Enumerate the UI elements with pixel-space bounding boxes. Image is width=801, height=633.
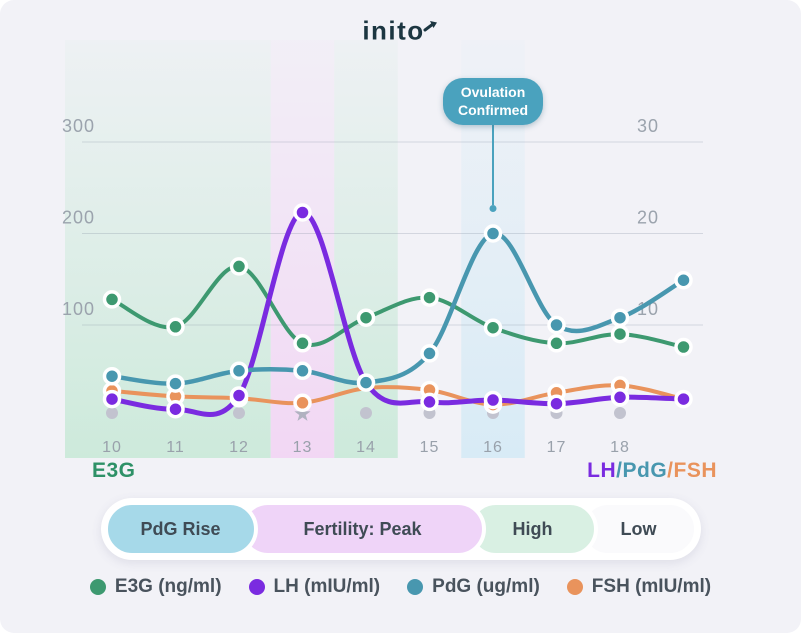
legend-item-pdg: PdG (ug/ml) (407, 576, 540, 598)
legend-label-fsh: FSH (mIU/ml) (591, 576, 712, 597)
data-point-pdg-day-18 (610, 308, 630, 327)
fsh-dot-icon (566, 579, 583, 595)
right-label-pdg: PdG (622, 459, 668, 482)
x-axis-tick-day-16: 16 (483, 439, 503, 456)
data-point-lh-day-15 (420, 392, 439, 412)
pill-fertility-peak: Fertility: Peak (239, 501, 486, 557)
data-point-pdg-day-14 (356, 373, 376, 392)
data-point-pdg-day-17 (547, 315, 566, 335)
legend-item-fsh: FSH (mIU/ml) (566, 576, 712, 598)
data-point-pdg-day-11 (166, 374, 185, 393)
data-point-e3g-day-10 (102, 290, 122, 309)
data-point-pdg-day-10 (102, 366, 122, 386)
chart-legend: E3G (ng/ml) LH (mIU/ml) PdG (ug/ml) FSH … (0, 576, 801, 598)
test-marker-dot-day-12 (233, 407, 245, 419)
fertility-status-pills: PdG Rise Fertility: Peak High Low (100, 498, 701, 560)
data-point-lh-day-18 (610, 388, 630, 407)
band-high (334, 40, 398, 458)
data-point-e3g-day-14 (356, 308, 376, 327)
e3g-dot-icon (89, 579, 106, 595)
right-label-slash1: / (616, 459, 623, 482)
data-point-e3g-day-12 (229, 257, 249, 276)
legend-label-lh: LH (mIU/ml) (273, 576, 381, 597)
data-point-e3g-day-11 (166, 317, 185, 337)
data-point-pdg-day-13 (293, 361, 312, 381)
lh-dot-icon (248, 579, 265, 595)
badge-line2: Confirmed (458, 101, 528, 118)
legend-label-e3g: E3G (ng/ml) (114, 576, 222, 597)
right-label-slash2: / (667, 459, 674, 482)
test-marker-dot-day-14 (360, 407, 372, 419)
data-point-e3g-day-15 (420, 288, 439, 307)
badge-line1: Ovulation (460, 84, 526, 100)
ovulation-confirmed-badge: Ovulation Confirmed (443, 78, 543, 125)
annotation-pointer-dot (489, 205, 497, 212)
x-axis-tick-day-15: 15 (420, 439, 440, 456)
data-point-e3g-day-19 (674, 337, 693, 357)
right-axis-tick-20: 20 (637, 208, 659, 228)
data-point-lh-day-19 (674, 389, 693, 409)
data-point-e3g-day-18 (610, 324, 630, 344)
x-axis-tick-day-14: 14 (356, 439, 376, 456)
x-axis-tick-day-13: 13 (293, 439, 313, 456)
test-marker-dot-day-10 (106, 407, 118, 419)
peak-day-star-icon (294, 405, 311, 421)
left-axis-tick-300: 300 (62, 116, 95, 136)
x-axis-tick-day-12: 12 (229, 439, 249, 456)
pill-low: Low (579, 501, 698, 557)
data-point-pdg-day-19 (674, 270, 693, 290)
right-label-lh: LH (587, 459, 617, 482)
data-point-e3g-day-17 (547, 334, 566, 353)
series-line-fsh (110, 383, 686, 407)
legend-item-e3g: E3G (ng/ml) (89, 576, 222, 598)
x-axis-tick-day-18: 18 (610, 439, 630, 456)
data-point-pdg-day-15 (420, 344, 439, 363)
data-point-pdg-day-12 (229, 361, 249, 381)
data-point-lh-day-10 (102, 389, 122, 409)
data-point-lh-day-11 (166, 399, 185, 419)
pill-pdg-rise: PdG Rise (103, 501, 258, 557)
data-point-pdg-day-16 (483, 224, 503, 243)
pdg-dot-icon (407, 579, 424, 595)
legend-label-pdg: PdG (ug/ml) (432, 576, 540, 597)
x-axis-tick-day-10: 10 (102, 439, 122, 456)
data-point-lh-day-16 (483, 390, 503, 410)
data-point-e3g-day-16 (483, 318, 503, 337)
right-axis-series-label: LH/PdG/FSH (587, 459, 717, 483)
x-axis-tick-day-17: 17 (547, 439, 567, 456)
pill-high: High (467, 501, 598, 557)
data-point-fsh-day-13 (293, 393, 312, 413)
data-point-lh-day-13 (293, 203, 312, 222)
right-label-fsh: FSH (673, 459, 717, 482)
series-line-e3g (110, 264, 686, 349)
data-point-e3g-day-13 (293, 334, 312, 353)
logo-needle-icon (423, 21, 437, 32)
x-axis-tick-day-11: 11 (166, 439, 185, 456)
left-axis-tick-200: 200 (62, 208, 95, 228)
left-axis-tick-100: 100 (62, 299, 95, 319)
data-point-lh-day-12 (229, 386, 249, 405)
test-marker-dot-day-18 (614, 407, 626, 419)
right-axis-tick-30: 30 (637, 116, 659, 136)
data-point-lh-day-17 (547, 394, 566, 413)
left-axis-series-label: E3G (92, 459, 136, 482)
legend-item-lh: LH (mIU/ml) (248, 576, 381, 598)
